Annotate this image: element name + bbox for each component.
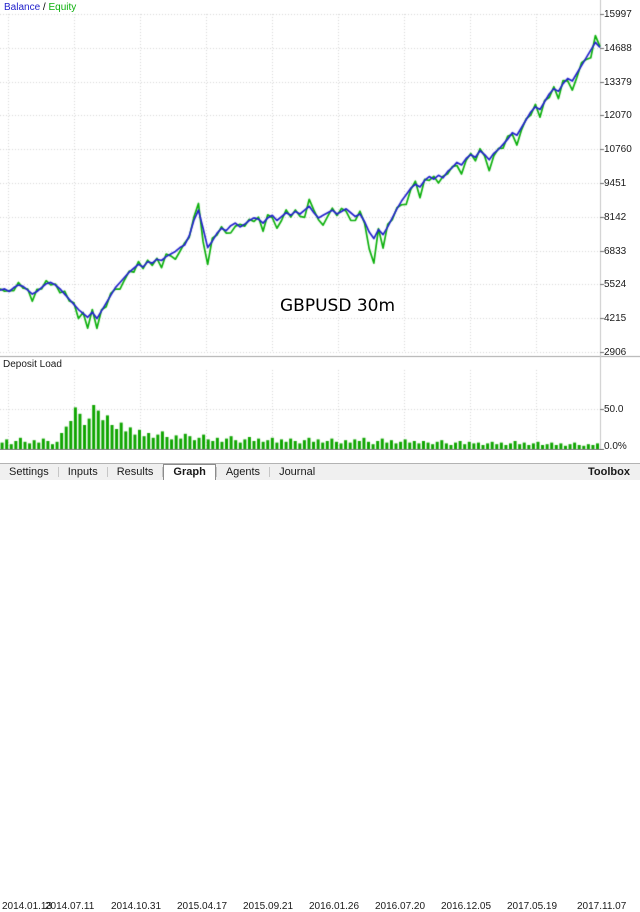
tab-divider bbox=[106, 467, 108, 477]
legend-equity-label: Equity bbox=[48, 2, 77, 13]
y-axis-label: 8142 bbox=[604, 212, 627, 223]
tab-agents[interactable]: Agents bbox=[225, 466, 261, 478]
tab-graph[interactable]: Graph bbox=[163, 464, 216, 480]
x-axis-date-label: 2015.04.17 bbox=[177, 901, 228, 912]
y-axis-label: 12070 bbox=[604, 110, 632, 121]
x-axis-date-label: 2015.09.21 bbox=[243, 901, 294, 912]
x-axis-date-label: 2014.10.31 bbox=[111, 901, 162, 912]
tab-inputs[interactable]: Inputs bbox=[67, 466, 98, 478]
y-axis-label: 2906 bbox=[604, 347, 627, 358]
x-axis-date-label: 2017.05.19 bbox=[507, 901, 558, 912]
tester-tab-bar: Settings Inputs Results Graph Agents Journal T… bbox=[0, 463, 640, 480]
y-axis-label: 10760 bbox=[604, 144, 632, 155]
y-axis-label: 14688 bbox=[604, 43, 632, 54]
tab-divider bbox=[215, 467, 217, 477]
y-axis-label: 15997 bbox=[604, 9, 632, 20]
toolbox-button[interactable]: Toolbox bbox=[588, 466, 630, 478]
x-axis-date-label: 2016.12.05 bbox=[441, 901, 492, 912]
x-axis-date-labels: 2014.01.13 2014.07.11 2014.10.31 2015.04.17… bbox=[0, 450, 640, 912]
legend-balance-label: Balance bbox=[4, 2, 41, 13]
tab-divider bbox=[162, 467, 164, 477]
x-axis-date-label: 2016.07.20 bbox=[375, 901, 426, 912]
deposit-load-0-label: 0.0% bbox=[604, 441, 627, 452]
legend-separator: / bbox=[40, 2, 49, 13]
x-axis-date-label: 2014.07.11 bbox=[45, 901, 95, 912]
x-axis-date-label: 2016.01.26 bbox=[309, 901, 360, 912]
tab-settings[interactable]: Settings bbox=[9, 466, 49, 478]
y-axis-label: 13379 bbox=[604, 77, 632, 88]
tab-divider bbox=[269, 467, 271, 477]
symbol-period-annotation: GBPUSD 30m bbox=[280, 296, 396, 316]
balance-equity-canvas[interactable] bbox=[0, 0, 640, 450]
tab-divider bbox=[57, 467, 59, 477]
chart-legend: Balance / Equity bbox=[4, 2, 76, 13]
tab-results[interactable]: Results bbox=[116, 466, 154, 478]
y-axis-label: 5524 bbox=[604, 279, 627, 290]
y-axis-label: 6833 bbox=[604, 246, 627, 257]
deposit-load-title: Deposit Load bbox=[3, 359, 62, 370]
y-axis-label: 9451 bbox=[604, 178, 627, 189]
tab-journal[interactable]: Journal bbox=[279, 466, 316, 478]
y-axis-label: 4215 bbox=[604, 313, 627, 324]
deposit-load-50-label: 50.0 bbox=[604, 404, 624, 415]
x-axis-date-label: 2017.11.07 bbox=[577, 901, 627, 912]
